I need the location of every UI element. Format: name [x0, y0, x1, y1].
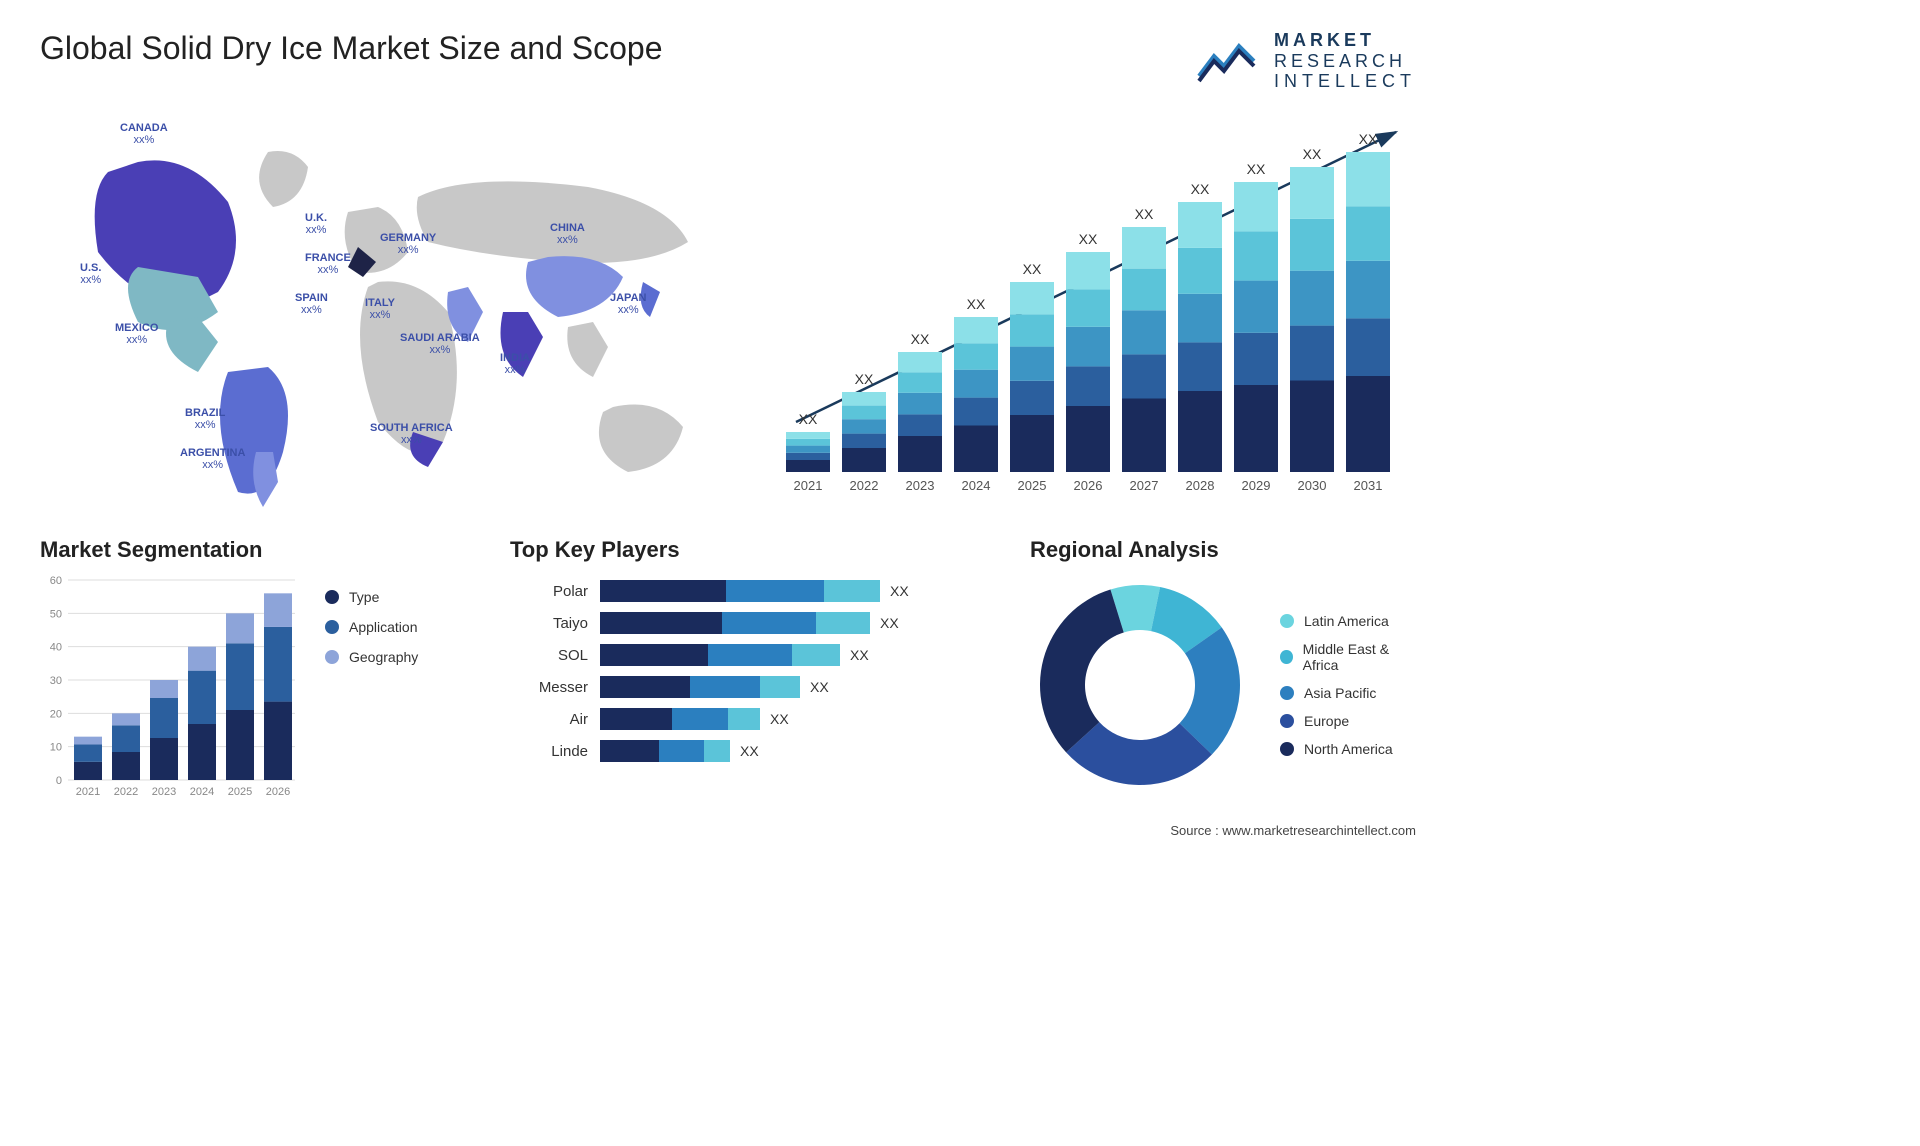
page-title: Global Solid Dry Ice Market Size and Sco…	[40, 30, 663, 67]
svg-text:2025: 2025	[228, 786, 252, 798]
segmentation-title: Market Segmentation	[40, 537, 470, 563]
map-label: FRANCExx%	[305, 252, 351, 276]
map-label: SAUDI ARABIAxx%	[400, 332, 480, 356]
growth-chart: XX 2021 XX 2022 XX 2023 XX 2024 XX 2025 XX 2026 XX 20…	[776, 112, 1416, 512]
players-names: PolarTaiyoSOLMesserAirLinde	[510, 575, 600, 767]
svg-text:XX: XX	[1303, 146, 1322, 162]
svg-text:2028: 2028	[1186, 478, 1215, 493]
svg-text:XX: XX	[799, 411, 818, 427]
svg-text:2022: 2022	[114, 786, 138, 798]
map-label: INDIAxx%	[500, 352, 530, 376]
svg-text:20: 20	[50, 708, 62, 720]
logo-line1: MARKET	[1274, 30, 1416, 51]
map-label: GERMANYxx%	[380, 232, 436, 256]
segmentation-panel: Market Segmentation 0 10 20 30 40 50 60 2021 202…	[40, 537, 470, 805]
svg-text:XX: XX	[1135, 206, 1154, 222]
svg-text:2026: 2026	[1074, 478, 1103, 493]
region-legend-item: Europe	[1280, 713, 1416, 729]
logo: MARKET RESEARCH INTELLECT	[1194, 30, 1416, 92]
players-bars: XX XX XX XX XX XX	[600, 575, 990, 767]
svg-text:2023: 2023	[906, 478, 935, 493]
segmentation-legend: Type Application Geography	[325, 575, 418, 805]
logo-line2: RESEARCH	[1274, 51, 1416, 72]
player-bar-row: XX	[600, 607, 990, 639]
svg-text:2021: 2021	[76, 786, 100, 798]
map-label: ITALYxx%	[365, 297, 395, 321]
svg-text:2024: 2024	[962, 478, 991, 493]
player-value: XX	[880, 615, 899, 631]
svg-text:2026: 2026	[266, 786, 290, 798]
region-legend-item: Asia Pacific	[1280, 685, 1416, 701]
regional-legend: Latin America Middle East & Africa Asia Pa…	[1280, 601, 1416, 769]
player-name: Polar	[510, 575, 600, 607]
svg-text:2023: 2023	[152, 786, 176, 798]
svg-text:XX: XX	[1247, 161, 1266, 177]
player-value: XX	[810, 679, 829, 695]
player-value: XX	[770, 711, 789, 727]
regional-panel: Regional Analysis Latin America Middle Ea…	[1030, 537, 1416, 805]
player-value: XX	[890, 583, 909, 599]
player-bar-row: XX	[600, 703, 990, 735]
map-label: CANADAxx%	[120, 122, 168, 146]
svg-text:XX: XX	[1359, 131, 1378, 147]
svg-text:XX: XX	[1023, 261, 1042, 277]
player-name: Messer	[510, 671, 600, 703]
segmentation-chart: 0 10 20 30 40 50 60 2021 2022 2023 2024 2025 2026	[40, 575, 300, 805]
player-bar-row: XX	[600, 671, 990, 703]
svg-text:50: 50	[50, 608, 62, 620]
footer-source: Source : www.marketresearchintellect.com	[40, 823, 1416, 838]
player-bar-row: XX	[600, 575, 990, 607]
players-panel: Top Key Players PolarTaiyoSOLMesserAirLi…	[510, 537, 990, 805]
legend-item: Type	[325, 589, 418, 605]
svg-text:2025: 2025	[1018, 478, 1047, 493]
map-label: SOUTH AFRICAxx%	[370, 422, 453, 446]
regional-title: Regional Analysis	[1030, 537, 1416, 563]
svg-text:XX: XX	[855, 371, 874, 387]
logo-icon	[1194, 36, 1264, 86]
player-name: Linde	[510, 735, 600, 767]
svg-text:XX: XX	[1191, 181, 1210, 197]
logo-line3: INTELLECT	[1274, 71, 1416, 92]
svg-text:2029: 2029	[1242, 478, 1271, 493]
svg-text:2031: 2031	[1354, 478, 1383, 493]
map-label: U.K.xx%	[305, 212, 327, 236]
players-title: Top Key Players	[510, 537, 990, 563]
svg-text:2027: 2027	[1130, 478, 1159, 493]
svg-text:XX: XX	[1079, 231, 1098, 247]
svg-text:0: 0	[56, 775, 62, 787]
svg-text:2024: 2024	[190, 786, 214, 798]
player-name: Air	[510, 703, 600, 735]
map-label: JAPANxx%	[610, 292, 646, 316]
svg-text:30: 30	[50, 675, 62, 687]
region-legend-item: Latin America	[1280, 613, 1416, 629]
svg-text:40: 40	[50, 642, 62, 654]
legend-item: Geography	[325, 649, 418, 665]
svg-text:XX: XX	[967, 296, 986, 312]
player-value: XX	[740, 743, 759, 759]
svg-text:2022: 2022	[850, 478, 879, 493]
player-name: SOL	[510, 639, 600, 671]
region-legend-item: Middle East & Africa	[1280, 641, 1416, 673]
svg-text:XX: XX	[911, 331, 930, 347]
regional-donut	[1030, 575, 1250, 795]
legend-item: Application	[325, 619, 418, 635]
world-map: CANADAxx% U.S.xx% MEXICOxx% BRAZILxx% ARGENT…	[40, 112, 736, 512]
svg-text:2030: 2030	[1298, 478, 1327, 493]
map-label: MEXICOxx%	[115, 322, 158, 346]
region-legend-item: North America	[1280, 741, 1416, 757]
map-label: BRAZILxx%	[185, 407, 225, 431]
map-label: CHINAxx%	[550, 222, 585, 246]
player-bar-row: XX	[600, 639, 990, 671]
svg-text:60: 60	[50, 575, 62, 587]
svg-text:10: 10	[50, 742, 62, 754]
map-label: SPAINxx%	[295, 292, 328, 316]
map-label: U.S.xx%	[80, 262, 101, 286]
map-label: ARGENTINAxx%	[180, 447, 245, 471]
player-name: Taiyo	[510, 607, 600, 639]
player-value: XX	[850, 647, 869, 663]
svg-text:2021: 2021	[794, 478, 823, 493]
player-bar-row: XX	[600, 735, 990, 767]
